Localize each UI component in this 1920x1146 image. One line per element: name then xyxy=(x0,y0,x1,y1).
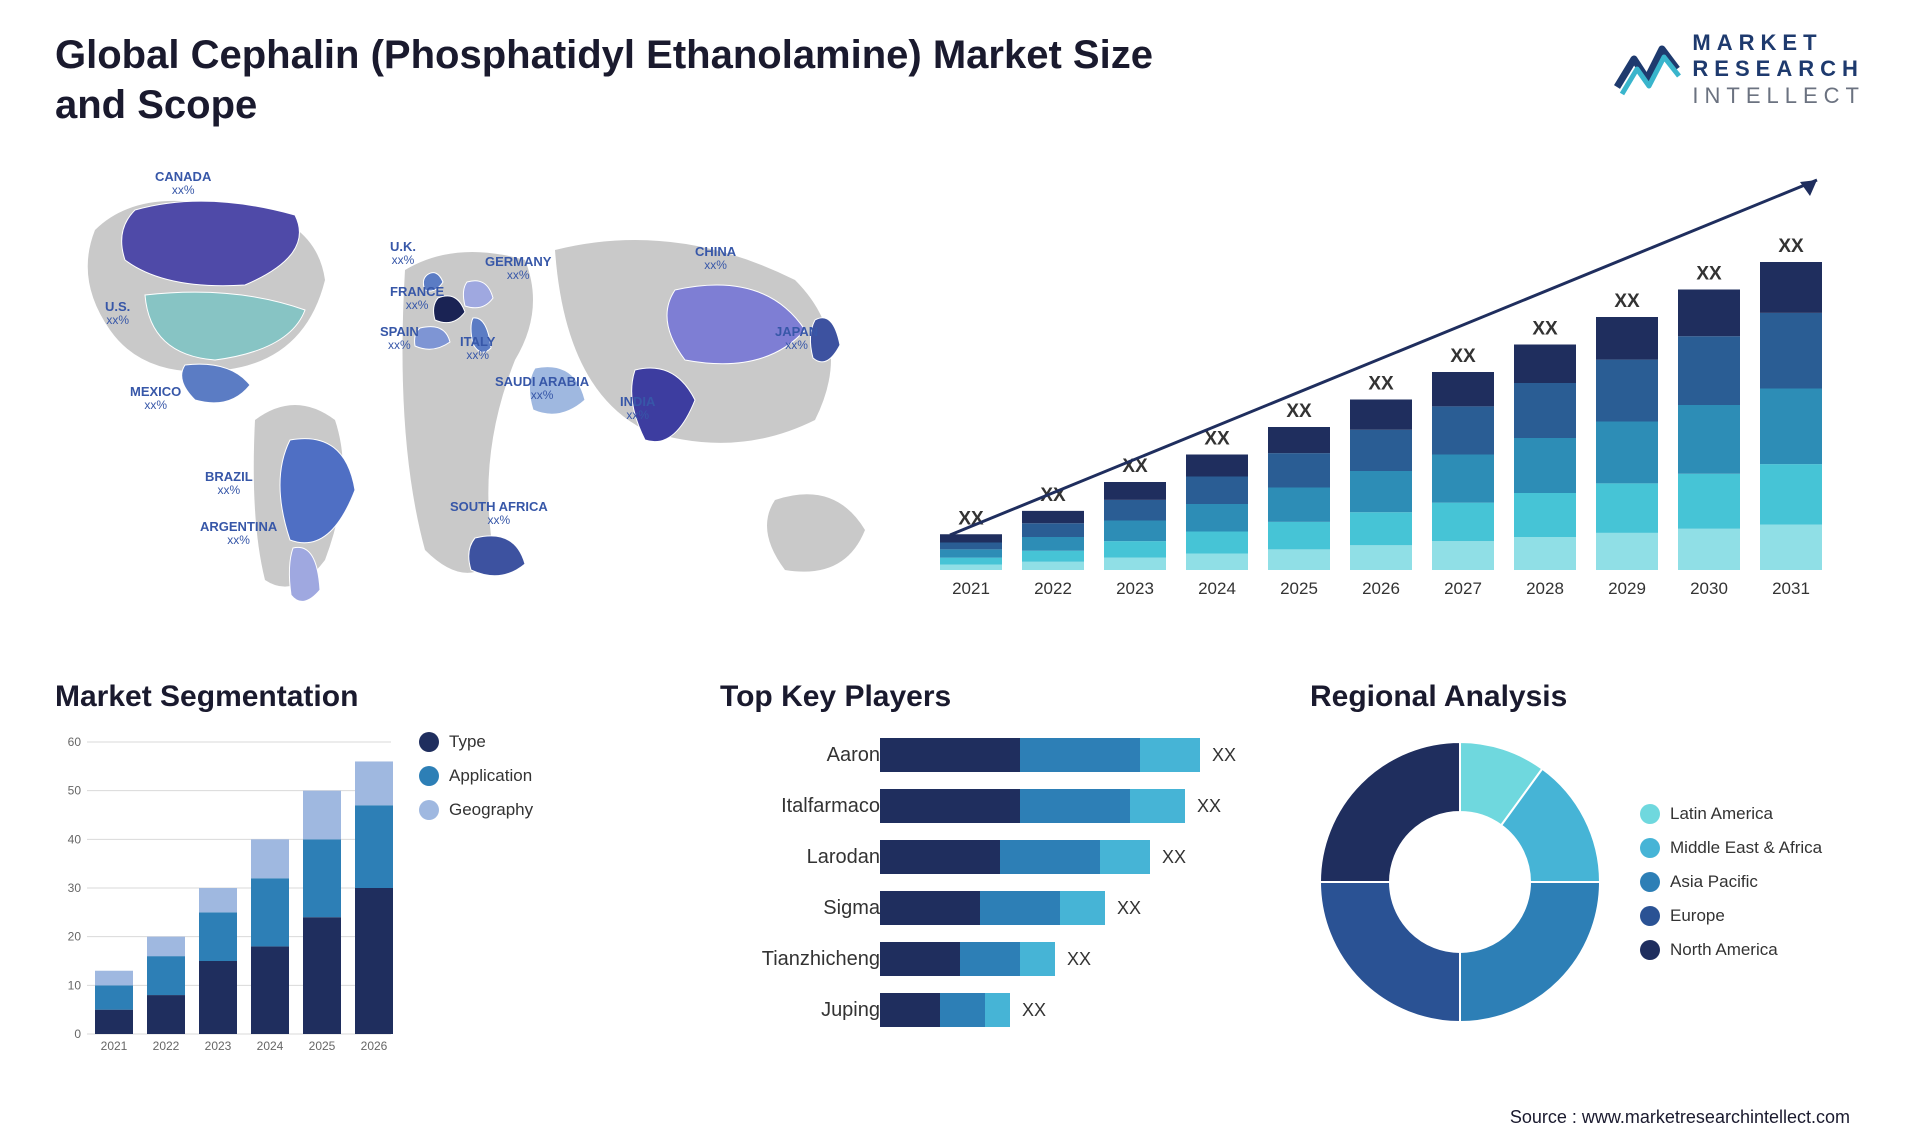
source-credit: Source : www.marketresearchintellect.com xyxy=(1510,1107,1850,1128)
map-label-brazil: BRAZILxx% xyxy=(205,470,253,497)
regional-section: Regional Analysis Latin America Middle Ea… xyxy=(1310,680,1870,1080)
map-label-india: INDIAxx% xyxy=(620,395,655,422)
kp-label-aaron: Aaron xyxy=(720,738,880,772)
kp-label-italfarmaco: Italfarmaco xyxy=(720,789,880,823)
growth-bar-chart: XX 2021 XX 2022 XX 2023 XX 2024 XX 2025 XX 2026 XX 20… xyxy=(930,150,1850,620)
svg-text:2024: 2024 xyxy=(1198,579,1236,598)
svg-text:2030: 2030 xyxy=(1690,579,1728,598)
map-label-saudiarabia: SAUDI ARABIAxx% xyxy=(495,375,589,402)
map-label-argentina: ARGENTINAxx% xyxy=(200,520,277,547)
kp-row-italfarmaco: XX xyxy=(880,789,1280,823)
reg-legend-middleeastafrica: Middle East & Africa xyxy=(1640,838,1822,858)
svg-text:2029: 2029 xyxy=(1608,579,1646,598)
svg-text:0: 0 xyxy=(74,1027,81,1041)
svg-text:2028: 2028 xyxy=(1526,579,1564,598)
keyplayers-section: Top Key Players Aaron Italfarmaco Larodan S… xyxy=(720,680,1280,1080)
kp-row-larodan: XX xyxy=(880,840,1280,874)
map-label-us: U.S.xx% xyxy=(105,300,130,327)
svg-text:2025: 2025 xyxy=(1280,579,1318,598)
kp-label-tianzhicheng: Tianzhicheng xyxy=(720,942,880,976)
kp-row-tianzhicheng: XX xyxy=(880,942,1280,976)
map-label-canada: CANADAxx% xyxy=(155,170,211,197)
svg-text:XX: XX xyxy=(1778,236,1804,257)
map-label-uk: U.K.xx% xyxy=(390,240,416,267)
reg-legend-europe: Europe xyxy=(1640,906,1822,926)
reg-legend-latinamerica: Latin America xyxy=(1640,804,1822,824)
svg-text:XX: XX xyxy=(1614,291,1640,312)
segmentation-section: Market Segmentation 0 10 20 30 40 50 60 2021 202… xyxy=(55,680,615,1080)
svg-text:XX: XX xyxy=(1286,401,1312,422)
svg-text:40: 40 xyxy=(68,832,82,846)
svg-text:20: 20 xyxy=(68,930,82,944)
segmentation-legend: Type Application Geography xyxy=(419,732,533,1062)
segmentation-title: Market Segmentation xyxy=(55,680,615,714)
logo-text-2: RESEARCH xyxy=(1692,56,1865,82)
map-label-mexico: MEXICOxx% xyxy=(130,385,181,412)
svg-text:2026: 2026 xyxy=(1362,579,1400,598)
svg-text:2023: 2023 xyxy=(205,1039,232,1053)
svg-text:2022: 2022 xyxy=(153,1039,180,1053)
kp-label-sigma: Sigma xyxy=(720,891,880,925)
regional-legend: Latin America Middle East & Africa Asia Pa… xyxy=(1640,804,1822,960)
keyplayers-title: Top Key Players xyxy=(720,680,1280,714)
regional-title: Regional Analysis xyxy=(1310,680,1870,714)
svg-text:2025: 2025 xyxy=(309,1039,336,1053)
svg-text:XX: XX xyxy=(1532,319,1558,340)
svg-text:2021: 2021 xyxy=(101,1039,128,1053)
map-label-china: CHINAxx% xyxy=(695,245,736,272)
kp-row-juping: XX xyxy=(880,993,1280,1027)
kp-label-larodan: Larodan xyxy=(720,840,880,874)
svg-text:XX: XX xyxy=(1204,429,1230,450)
map-label-japan: JAPANxx% xyxy=(775,325,818,352)
reg-legend-northamerica: North America xyxy=(1640,940,1822,960)
svg-text:2022: 2022 xyxy=(1034,579,1072,598)
svg-text:2031: 2031 xyxy=(1772,579,1810,598)
svg-text:50: 50 xyxy=(68,784,82,798)
reg-legend-asiapacific: Asia Pacific xyxy=(1640,872,1822,892)
map-label-germany: GERMANYxx% xyxy=(485,255,551,282)
brand-logo: MARKET RESEARCH INTELLECT xyxy=(1612,30,1865,109)
map-label-spain: SPAINxx% xyxy=(380,325,419,352)
svg-text:XX: XX xyxy=(1450,346,1476,367)
svg-text:60: 60 xyxy=(68,735,82,749)
seg-legend-geography: Geography xyxy=(419,800,533,820)
logo-text-1: MARKET xyxy=(1692,30,1865,56)
segmentation-chart: 0 10 20 30 40 50 60 2021 2022 2023 2024 2025 2026 xyxy=(55,732,395,1062)
kp-row-sigma: XX xyxy=(880,891,1280,925)
svg-text:30: 30 xyxy=(68,881,82,895)
world-map: CANADAxx% U.S.xx% MEXICOxx% BRAZILxx% ARGENT… xyxy=(55,160,875,620)
page-title: Global Cephalin (Phosphatidyl Ethanolami… xyxy=(55,30,1155,130)
svg-text:XX: XX xyxy=(1368,374,1394,395)
kp-row-aaron: XX xyxy=(880,738,1280,772)
svg-text:XX: XX xyxy=(1696,264,1722,285)
svg-text:2026: 2026 xyxy=(361,1039,388,1053)
seg-legend-type: Type xyxy=(419,732,533,752)
map-label-france: FRANCExx% xyxy=(390,285,444,312)
logo-text-3: INTELLECT xyxy=(1692,83,1865,109)
map-label-southafrica: SOUTH AFRICAxx% xyxy=(450,500,548,527)
map-label-italy: ITALYxx% xyxy=(460,335,495,362)
svg-text:10: 10 xyxy=(68,978,82,992)
seg-legend-application: Application xyxy=(419,766,533,786)
svg-text:2023: 2023 xyxy=(1116,579,1154,598)
svg-text:2021: 2021 xyxy=(952,579,990,598)
svg-text:2024: 2024 xyxy=(257,1039,284,1053)
regional-donut-chart xyxy=(1310,732,1610,1032)
logo-icon xyxy=(1612,39,1682,101)
kp-label-juping: Juping xyxy=(720,993,880,1027)
svg-text:2027: 2027 xyxy=(1444,579,1482,598)
